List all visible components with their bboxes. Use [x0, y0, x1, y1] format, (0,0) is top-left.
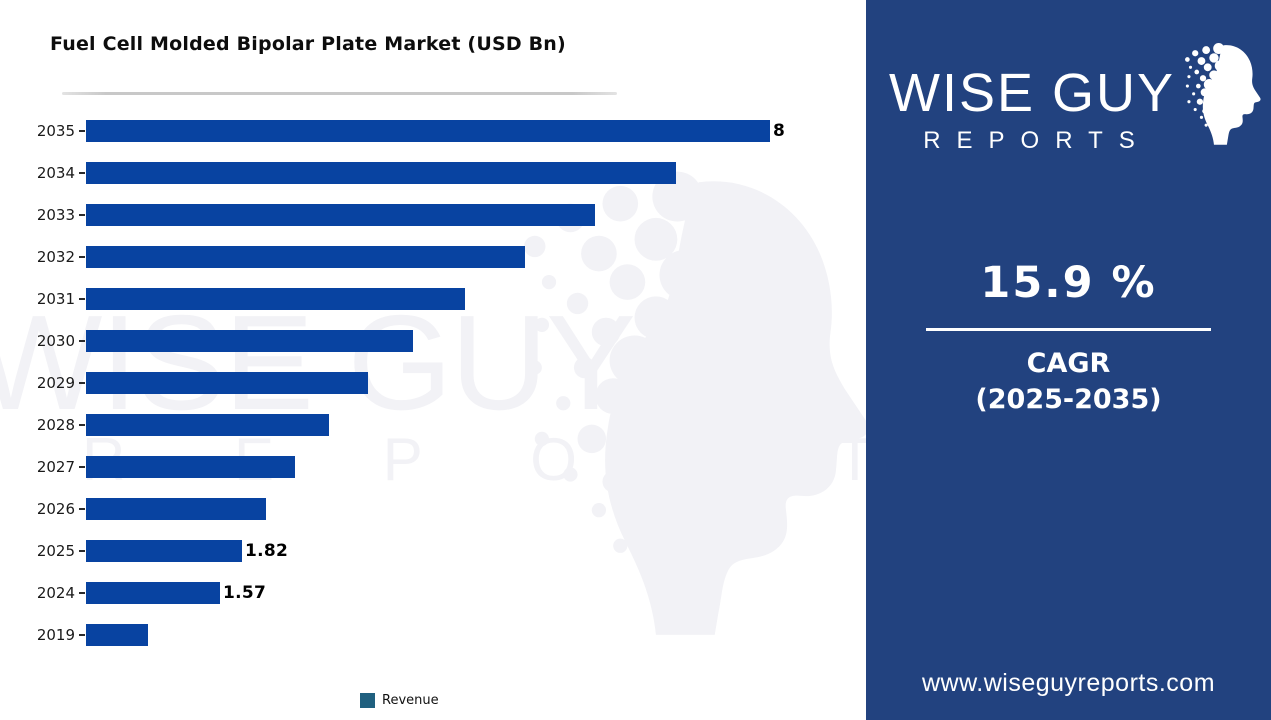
- y-axis-tick: [79, 424, 85, 426]
- brand-logo: WISE GUY REPORTS: [866, 42, 1271, 155]
- y-axis-label: 2027: [36, 458, 75, 476]
- y-axis-label: 2034: [36, 164, 75, 182]
- cagr-value: 15.9 %: [980, 258, 1157, 308]
- revenue-bar: [86, 456, 295, 478]
- y-axis-tick: [79, 634, 85, 636]
- chart-title: Fuel Cell Molded Bipolar Plate Market (U…: [50, 33, 566, 55]
- legend: Revenue: [360, 693, 439, 708]
- y-axis-label: 2025: [36, 542, 75, 560]
- y-axis-tick: [79, 130, 85, 132]
- y-axis-tick: [79, 256, 85, 258]
- y-axis-tick: [79, 466, 85, 468]
- cagr-label-title: CAGR: [1026, 348, 1111, 379]
- chart-row: 2030: [0, 320, 785, 362]
- website-url: www.wiseguyreports.com: [921, 669, 1216, 697]
- chart-row: 2033: [0, 194, 785, 236]
- chart-row: 2027: [0, 446, 785, 488]
- title-divider: [62, 92, 617, 95]
- plot-area: 2035 8 2034 2033 2032 2031 2030 2029 2028 2027 202…: [0, 110, 785, 656]
- revenue-bar: [86, 204, 595, 226]
- bar-value-label: 1.57: [223, 583, 267, 603]
- logo-text-block: WISE GUY REPORTS: [889, 66, 1175, 155]
- revenue-bar: [86, 120, 770, 142]
- chart-row: 2031: [0, 278, 785, 320]
- cagr-divider: [926, 328, 1211, 331]
- y-axis-tick: [79, 172, 85, 174]
- y-axis-label: 2029: [36, 374, 75, 392]
- revenue-bar: [86, 372, 368, 394]
- revenue-bar: [86, 162, 676, 184]
- cagr-label: CAGR (2025-2035): [866, 346, 1271, 419]
- y-axis-tick: [79, 298, 85, 300]
- legend-label: Revenue: [382, 693, 439, 708]
- revenue-bar: [86, 540, 242, 562]
- y-axis-label: 2028: [36, 416, 75, 434]
- bar-value-label: 8: [773, 121, 786, 141]
- bar-value-label: 1.82: [245, 541, 289, 561]
- revenue-bar: [86, 246, 525, 268]
- y-axis-tick: [79, 382, 85, 384]
- brand-pane: WISE GUY REPORTS 15.9 % CAGR (2025-2035)…: [866, 0, 1271, 720]
- revenue-bar: [86, 330, 413, 352]
- chart-row: 2019: [0, 614, 785, 656]
- chart-row: 2035 8: [0, 110, 785, 152]
- chart-row: 2032: [0, 236, 785, 278]
- revenue-bar: [86, 624, 148, 646]
- chart-row: 2026: [0, 488, 785, 530]
- chart-row: 2028: [0, 404, 785, 446]
- chart-row: 2025 1.82: [0, 530, 785, 572]
- chart-row: 2034: [0, 152, 785, 194]
- revenue-bar: [86, 498, 266, 520]
- y-axis-label: 2019: [36, 626, 75, 644]
- chart-pane: WISE GUY R E P O R T S Fuel Cell Molded …: [0, 33, 866, 708]
- logo-reports: REPORTS: [923, 127, 1151, 154]
- y-axis-tick: [79, 340, 85, 342]
- y-axis-label: 2035: [36, 122, 75, 140]
- legend-swatch: [360, 693, 375, 708]
- y-axis-label: 2024: [36, 584, 75, 602]
- chart-row: 2024 1.57: [0, 572, 785, 614]
- chart-row: 2029: [0, 362, 785, 404]
- cagr-block: 15.9 % CAGR (2025-2035): [866, 258, 1271, 419]
- watermark-logo: WISE GUY R E P O R T S: [0, 171, 866, 635]
- revenue-bar: [86, 288, 465, 310]
- y-axis-label: 2031: [36, 290, 75, 308]
- revenue-bar: [86, 414, 329, 436]
- y-axis-label: 2033: [36, 206, 75, 224]
- y-axis-tick: [79, 592, 85, 594]
- revenue-bar: [86, 582, 220, 604]
- head-profile-icon: [1185, 43, 1261, 145]
- y-axis-label: 2032: [36, 248, 75, 266]
- y-axis-label: 2030: [36, 332, 75, 350]
- y-axis-label: 2026: [36, 500, 75, 518]
- logo-wordmark: WISE GUY: [888, 63, 1176, 123]
- y-axis-tick: [79, 214, 85, 216]
- y-axis-tick: [79, 550, 85, 552]
- cagr-label-period: (2025-2035): [975, 384, 1162, 416]
- y-axis-tick: [79, 508, 85, 510]
